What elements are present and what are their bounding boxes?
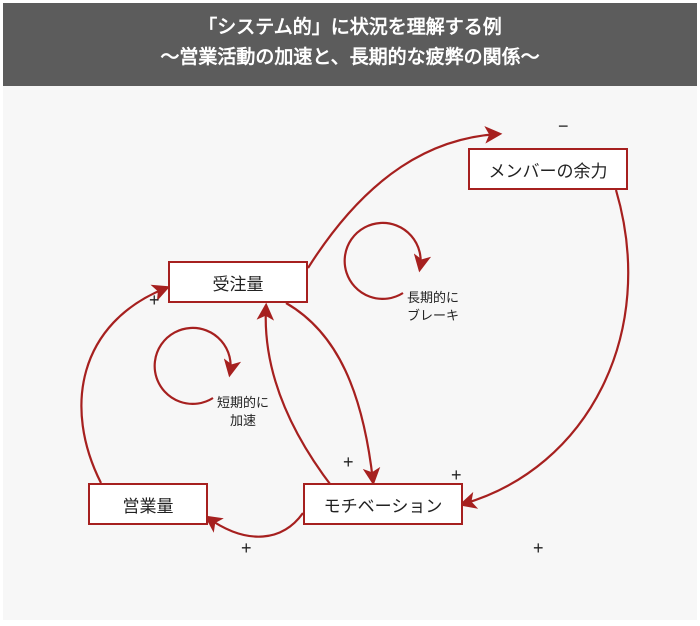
node-capacity: メンバーの余力 (468, 148, 628, 190)
loop-short-icon (155, 328, 231, 404)
diagram-canvas (3, 3, 700, 626)
sign-plus-motivation-right: + (533, 538, 544, 559)
loop-long-annotation: 長期的に ブレーキ (393, 289, 473, 325)
edge-capacity-to-motivation (463, 190, 628, 504)
sign-plus-motivation-top: + (451, 465, 462, 486)
node-orders: 受注量 (168, 261, 308, 303)
node-orders-label: 受注量 (213, 270, 264, 295)
node-motivation-label: モチベーション (324, 492, 443, 517)
loop-short-line1: 短期的に (203, 394, 283, 412)
node-capacity-label: メンバーの余力 (489, 157, 608, 182)
edge-sales-to-orders (81, 288, 166, 483)
sign-plus-orders-left: + (149, 290, 160, 311)
loop-short-annotation: 短期的に 加速 (203, 394, 283, 430)
edge-orders-to-motivation (286, 303, 373, 481)
node-sales: 営業量 (88, 483, 208, 525)
sign-minus-capacity: − (558, 116, 569, 137)
node-sales-label: 営業量 (123, 492, 174, 517)
edge-motivation-to-sales (208, 513, 303, 537)
loop-long-line1: 長期的に (393, 289, 473, 307)
loop-long-line2: ブレーキ (393, 307, 473, 325)
sign-plus-orders-down: + (343, 452, 354, 473)
loop-short-line2: 加速 (203, 412, 283, 430)
sign-plus-sales: + (241, 538, 252, 559)
node-motivation: モチベーション (303, 483, 463, 525)
loop-long-icon (345, 223, 421, 299)
